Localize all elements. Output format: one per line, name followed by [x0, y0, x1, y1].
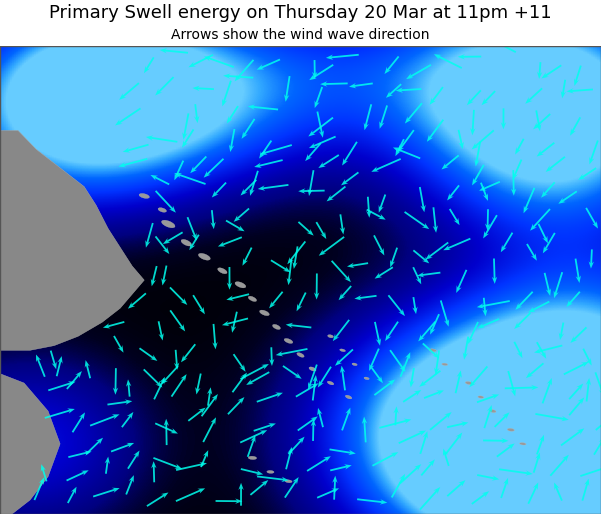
Ellipse shape: [260, 310, 269, 316]
Ellipse shape: [429, 349, 436, 352]
Ellipse shape: [465, 381, 472, 384]
Ellipse shape: [285, 480, 292, 483]
Ellipse shape: [235, 282, 246, 288]
Ellipse shape: [267, 470, 274, 473]
Ellipse shape: [328, 335, 334, 338]
Polygon shape: [0, 374, 60, 514]
Ellipse shape: [309, 367, 316, 371]
Ellipse shape: [248, 456, 257, 460]
Ellipse shape: [272, 324, 281, 329]
Ellipse shape: [162, 220, 175, 228]
Ellipse shape: [248, 296, 257, 302]
Ellipse shape: [340, 349, 346, 352]
Ellipse shape: [442, 363, 448, 365]
Ellipse shape: [181, 240, 192, 246]
Ellipse shape: [478, 396, 484, 398]
Ellipse shape: [520, 443, 526, 445]
Ellipse shape: [158, 208, 166, 212]
Text: Arrows show the wind wave direction: Arrows show the wind wave direction: [171, 28, 430, 42]
Ellipse shape: [284, 338, 293, 343]
Ellipse shape: [346, 395, 352, 399]
Ellipse shape: [198, 253, 210, 260]
Ellipse shape: [507, 428, 514, 431]
Text: Primary Swell energy on Thursday 20 Mar at 11pm +11: Primary Swell energy on Thursday 20 Mar …: [49, 4, 552, 22]
Polygon shape: [0, 131, 144, 351]
Ellipse shape: [490, 410, 496, 413]
Ellipse shape: [139, 193, 150, 198]
Ellipse shape: [297, 353, 304, 357]
Ellipse shape: [328, 381, 334, 385]
Ellipse shape: [364, 377, 369, 380]
Ellipse shape: [218, 268, 227, 274]
Ellipse shape: [352, 363, 357, 365]
